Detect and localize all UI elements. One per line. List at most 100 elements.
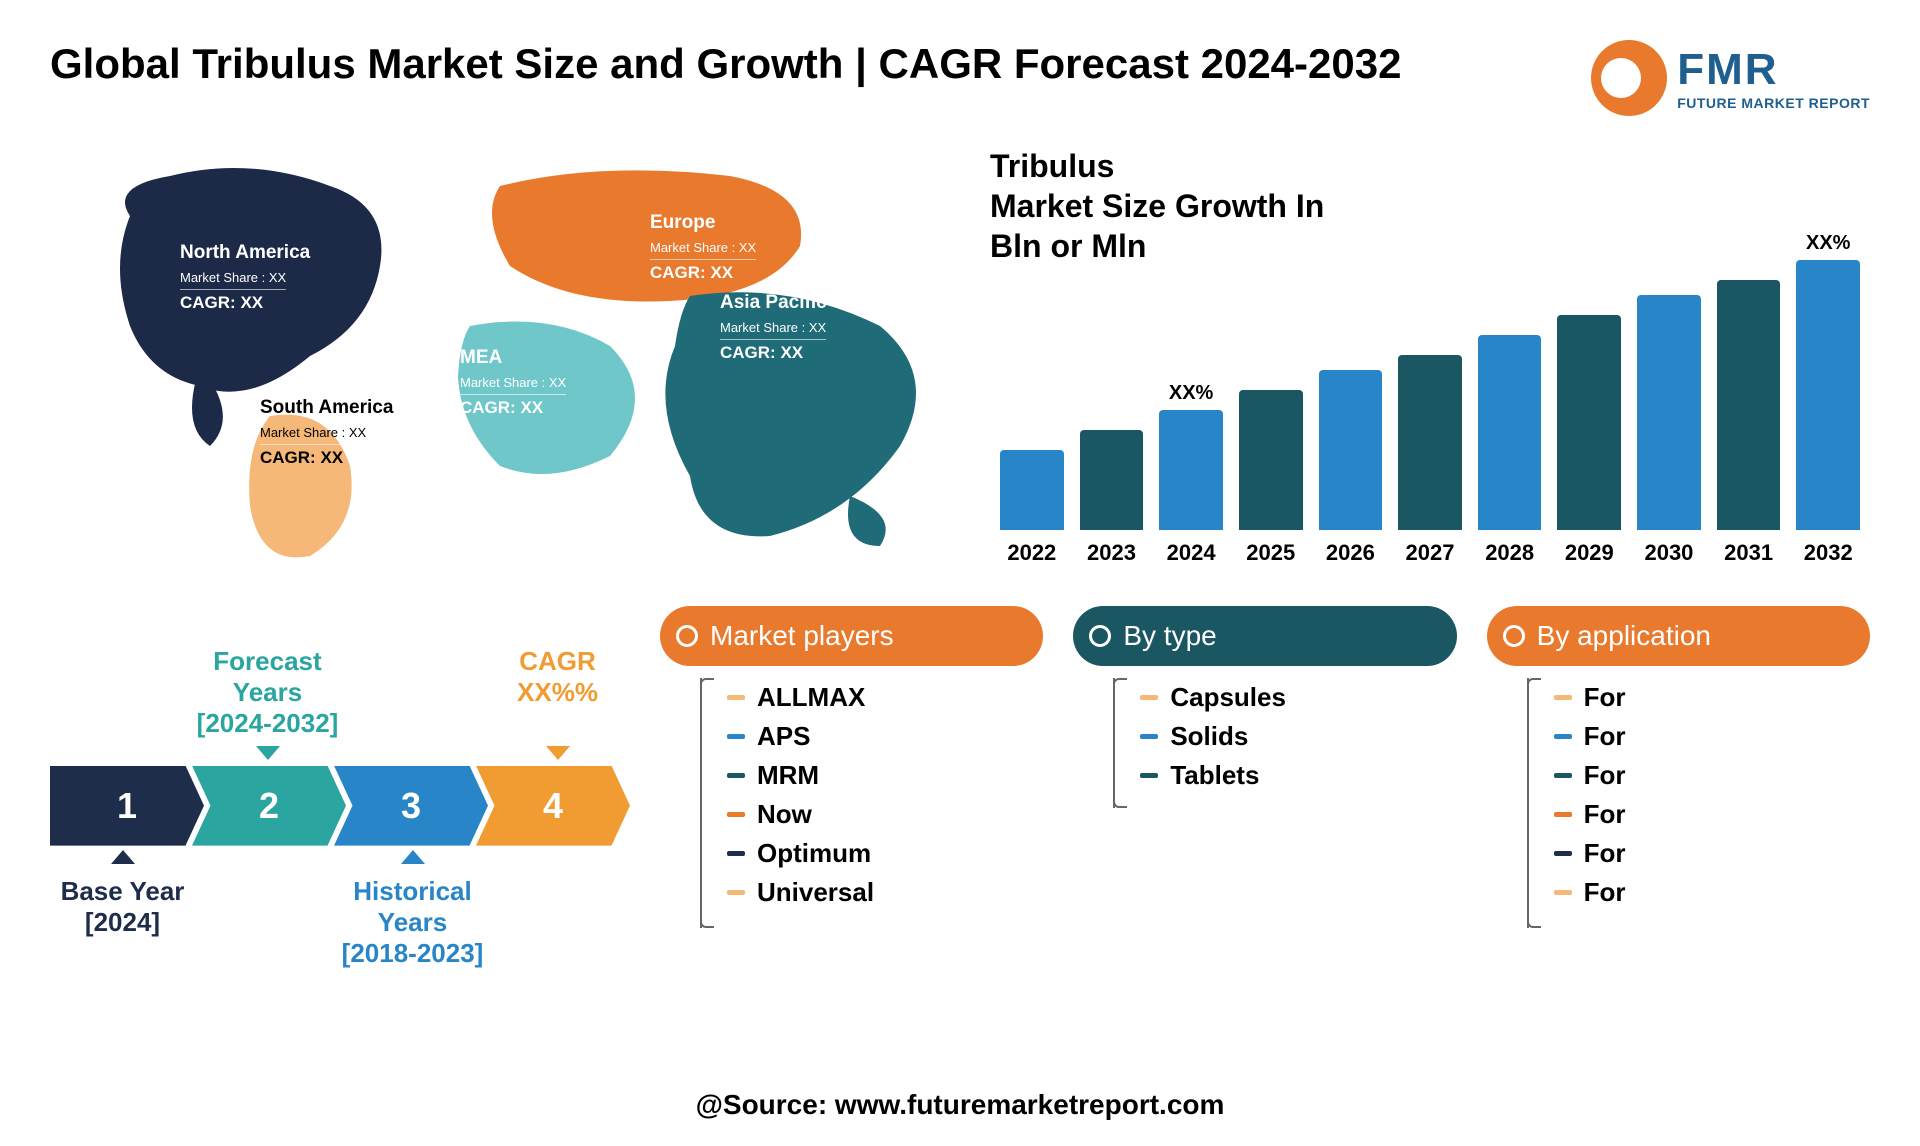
bar [1319,370,1383,530]
chart-title-l2: Market Size Growth In [990,188,1324,224]
bar [1717,280,1781,530]
category-item-text: For [1584,877,1626,908]
category-item: For [1554,756,1870,795]
dash-icon [1140,695,1158,700]
category-item: APS [727,717,1043,756]
bar [1000,450,1064,530]
category-item: For [1554,678,1870,717]
category-item-text: Capsules [1170,682,1286,713]
category-item-text: Universal [757,877,874,908]
category-column: By type Capsules Solids Tablets [1073,606,1456,928]
timeline-segment: 4 [476,766,630,846]
bar-wrap-2024: XX%2024 [1159,410,1223,566]
category-item: Universal [727,873,1043,912]
dash-icon [727,773,745,778]
chart-title: Tribulus Market Size Growth In Bln or Ml… [990,146,1870,266]
timeline: Forecast Years[2024-2032]CAGRXX%%1234Bas… [50,606,630,969]
category-item-text: Solids [1170,721,1248,752]
timeline-segment: 1 [50,766,204,846]
dash-icon [727,812,745,817]
bar-year-label: 2031 [1724,540,1773,566]
category-item-text: ALLMAX [757,682,865,713]
source-text: @Source: www.futuremarketreport.com [696,1089,1225,1121]
bar-year-label: 2024 [1167,540,1216,566]
bar [1080,430,1144,530]
bar-wrap-2031: 2031 [1717,280,1781,566]
bar-year-label: 2025 [1246,540,1295,566]
arrow-down-icon [546,746,570,760]
chart-title-l3: Bln or Mln [990,228,1146,264]
category-item: Now [727,795,1043,834]
region-label-mea: MEAMarket Share : XXCAGR: XX [460,346,566,419]
bar-wrap-2032: XX%2032 [1796,260,1860,566]
dash-icon [1140,773,1158,778]
arrow-up-icon [111,850,135,864]
bar [1398,355,1462,530]
category-item-text: Now [757,799,812,830]
dash-icon [1554,812,1572,817]
logo-main: FMR [1677,45,1870,95]
timeline-segment: 2 [192,766,346,846]
category-item-text: Optimum [757,838,871,869]
dash-icon [1554,890,1572,895]
categories: Market playersALLMAXAPSMRMNowOptimumUniv… [660,606,1870,928]
dash-icon [1554,695,1572,700]
bar [1478,335,1542,530]
category-item: Solids [1140,717,1456,756]
logo-icon [1591,40,1667,116]
category-item: For [1554,834,1870,873]
arrow-up-icon [401,850,425,864]
bar-wrap-2026: 2026 [1319,370,1383,566]
category-item-text: Tablets [1170,760,1259,791]
bar-wrap-2029: 2029 [1557,315,1621,566]
timeline-top-label: Forecast Years[2024-2032] [195,646,340,740]
timeline-top-label: CAGRXX%% [485,646,630,708]
main-row: North AmericaMarket Share : XXCAGR: XXSo… [50,146,1870,566]
page-title: Global Tribulus Market Size and Growth |… [50,40,1401,88]
bar [1796,260,1860,530]
bar [1637,295,1701,530]
category-item-text: For [1584,838,1626,869]
world-map: North AmericaMarket Share : XXCAGR: XXSo… [50,146,930,566]
bar-year-label: 2027 [1406,540,1455,566]
logo-text: FMR FUTURE MARKET REPORT [1677,45,1870,111]
chart-title-l1: Tribulus [990,148,1114,184]
dash-icon [727,890,745,895]
bar-annotation: XX% [1169,382,1213,436]
category-header: Market players [660,606,1043,666]
category-item: Optimum [727,834,1043,873]
bar-chart: 20222023XX%20242025202620272028202920302… [990,286,1870,566]
bar-year-label: 2029 [1565,540,1614,566]
bar-wrap-2025: 2025 [1239,390,1303,566]
category-column: By applicationForForForForForFor [1487,606,1870,928]
bar [1557,315,1621,530]
category-item-text: For [1584,682,1626,713]
category-item-text: For [1584,721,1626,752]
bar-wrap-2027: 2027 [1398,355,1462,566]
bar-wrap-2028: 2028 [1478,335,1542,566]
bottom-row: Forecast Years[2024-2032]CAGRXX%%1234Bas… [50,606,1870,969]
arrow-down-icon [256,746,280,760]
category-item: For [1554,717,1870,756]
bar-wrap-2023: 2023 [1080,430,1144,566]
timeline-bottom-label: Historical Years[2018-2023] [340,876,485,970]
bar-year-label: 2032 [1804,540,1853,566]
category-item-text: For [1584,799,1626,830]
bar-wrap-2030: 2030 [1637,295,1701,566]
logo-sub: FUTURE MARKET REPORT [1677,95,1870,111]
bar-year-label: 2022 [1007,540,1056,566]
category-item: Tablets [1140,756,1456,795]
category-item: For [1554,873,1870,912]
timeline-segment: 3 [334,766,488,846]
region-label-europe: EuropeMarket Share : XXCAGR: XX [650,211,756,284]
bar-chart-section: Tribulus Market Size Growth In Bln or Ml… [990,146,1870,566]
dash-icon [1554,851,1572,856]
dash-icon [1140,734,1158,739]
bar [1239,390,1303,530]
dash-icon [1554,734,1572,739]
fmr-logo: FMR FUTURE MARKET REPORT [1591,40,1870,116]
category-header: By type [1073,606,1456,666]
category-column: Market playersALLMAXAPSMRMNowOptimumUniv… [660,606,1043,928]
bar-wrap-2022: 2022 [1000,450,1064,566]
region-label-north-america: North AmericaMarket Share : XXCAGR: XX [180,241,310,314]
